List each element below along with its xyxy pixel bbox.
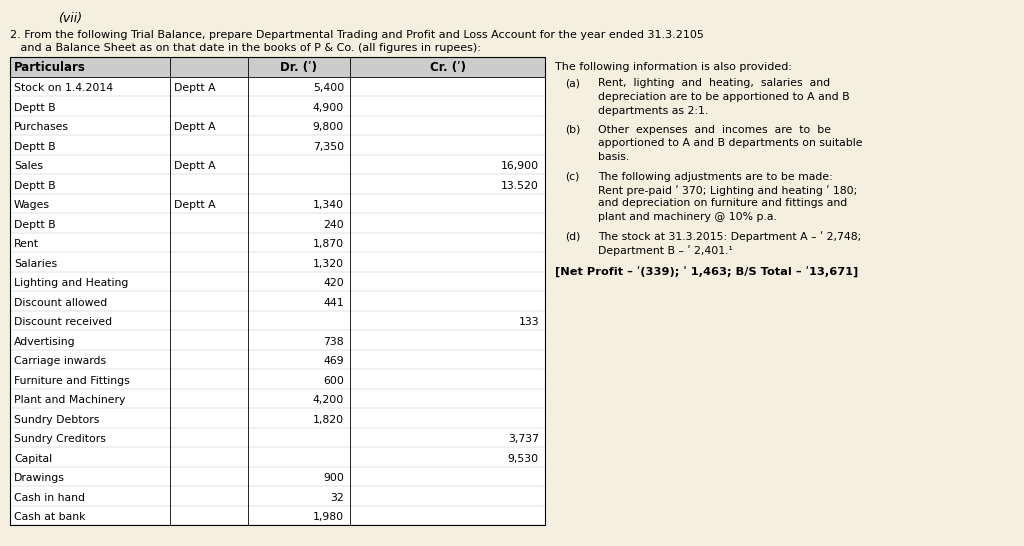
Text: The following information is also provided:: The following information is also provid… — [555, 62, 792, 72]
Text: and a Balance Sheet as on that date in the books of P & Co. (all figures in rupe: and a Balance Sheet as on that date in t… — [10, 43, 481, 53]
Text: The stock at 31.3.2015: Department A – ʹ 2,748;: The stock at 31.3.2015: Department A – ʹ… — [598, 232, 861, 242]
Text: Deptt A: Deptt A — [174, 161, 216, 171]
Bar — [10, 57, 545, 76]
Text: 1,870: 1,870 — [313, 239, 344, 249]
Text: Sundry Debtors: Sundry Debtors — [14, 415, 99, 425]
Text: Stock on 1.4.2014: Stock on 1.4.2014 — [14, 83, 113, 93]
Bar — [10, 57, 545, 525]
Text: 32: 32 — [331, 492, 344, 503]
Text: 16,900: 16,900 — [501, 161, 539, 171]
Text: (vii): (vii) — [58, 12, 82, 25]
Text: 133: 133 — [518, 317, 539, 327]
Text: Sales: Sales — [14, 161, 43, 171]
Text: 4,200: 4,200 — [312, 395, 344, 405]
Text: 2. From the following Trial Balance, prepare Departmental Trading and Profit and: 2. From the following Trial Balance, pre… — [10, 30, 703, 40]
Text: Capital: Capital — [14, 454, 52, 464]
Text: Cash in hand: Cash in hand — [14, 492, 85, 503]
Text: Wages: Wages — [14, 200, 50, 210]
Text: Deptt B: Deptt B — [14, 181, 55, 191]
Text: Rent pre-paid ʹ 370; Lighting and heating ʹ 180;: Rent pre-paid ʹ 370; Lighting and heatin… — [598, 185, 857, 196]
Text: 240: 240 — [324, 219, 344, 230]
Text: Cash at bank: Cash at bank — [14, 512, 85, 522]
Text: 1,340: 1,340 — [313, 200, 344, 210]
Bar — [10, 57, 545, 525]
Text: 738: 738 — [324, 337, 344, 347]
Text: and depreciation on furniture and fittings and: and depreciation on furniture and fittin… — [598, 199, 847, 209]
Text: Deptt A: Deptt A — [174, 122, 216, 132]
Text: Lighting and Heating: Lighting and Heating — [14, 278, 128, 288]
Text: departments as 2:1.: departments as 2:1. — [598, 105, 709, 116]
Text: 5,400: 5,400 — [312, 83, 344, 93]
Text: Drawings: Drawings — [14, 473, 65, 483]
Text: (d): (d) — [565, 232, 581, 241]
Text: Sundry Creditors: Sundry Creditors — [14, 434, 105, 444]
Text: 1,820: 1,820 — [313, 415, 344, 425]
Text: 7,350: 7,350 — [313, 142, 344, 152]
Text: (a): (a) — [565, 79, 580, 88]
Text: Particulars: Particulars — [14, 61, 86, 74]
Text: Furniture and Fittings: Furniture and Fittings — [14, 376, 130, 385]
Text: 900: 900 — [324, 473, 344, 483]
Text: Rent,  lighting  and  heating,  salaries  and: Rent, lighting and heating, salaries and — [598, 79, 830, 88]
Text: apportioned to A and B departments on suitable: apportioned to A and B departments on su… — [598, 139, 862, 149]
Text: Deptt B: Deptt B — [14, 142, 55, 152]
Text: Discount allowed: Discount allowed — [14, 298, 108, 308]
Text: Department B – ʹ 2,401.¹: Department B – ʹ 2,401.¹ — [598, 245, 733, 256]
Text: Purchases: Purchases — [14, 122, 69, 132]
Text: Rent: Rent — [14, 239, 39, 249]
Text: 420: 420 — [324, 278, 344, 288]
Text: depreciation are to be apportioned to A and B: depreciation are to be apportioned to A … — [598, 92, 850, 102]
Text: 4,900: 4,900 — [312, 103, 344, 112]
Text: 9,530: 9,530 — [508, 454, 539, 464]
Text: 600: 600 — [324, 376, 344, 385]
Text: 441: 441 — [324, 298, 344, 308]
Text: Other  expenses  and  incomes  are  to  be: Other expenses and incomes are to be — [598, 125, 831, 135]
Text: Cr. (ʹ): Cr. (ʹ) — [429, 61, 466, 74]
Text: Salaries: Salaries — [14, 259, 57, 269]
Text: 9,800: 9,800 — [312, 122, 344, 132]
Text: (b): (b) — [565, 125, 581, 135]
Text: 1,980: 1,980 — [313, 512, 344, 522]
Text: 469: 469 — [324, 356, 344, 366]
Text: Discount received: Discount received — [14, 317, 112, 327]
Text: (c): (c) — [565, 171, 580, 181]
Text: Deptt A: Deptt A — [174, 200, 216, 210]
Text: Carriage inwards: Carriage inwards — [14, 356, 106, 366]
Text: [Net Profit – ʹ(339); ʹ 1,463; B/S Total – ʹ13,671]: [Net Profit – ʹ(339); ʹ 1,463; B/S Total… — [555, 266, 858, 277]
Text: Deptt B: Deptt B — [14, 103, 55, 112]
Text: Advertising: Advertising — [14, 337, 76, 347]
Text: Plant and Machinery: Plant and Machinery — [14, 395, 125, 405]
Text: 1,320: 1,320 — [313, 259, 344, 269]
Text: plant and machinery @ 10% p.a.: plant and machinery @ 10% p.a. — [598, 212, 777, 222]
Text: 3,737: 3,737 — [508, 434, 539, 444]
Text: 13.520: 13.520 — [501, 181, 539, 191]
Text: basis.: basis. — [598, 152, 630, 162]
Text: The following adjustments are to be made:: The following adjustments are to be made… — [598, 171, 833, 181]
Text: Deptt A: Deptt A — [174, 83, 216, 93]
Text: Deptt B: Deptt B — [14, 219, 55, 230]
Text: Dr. (ʹ): Dr. (ʹ) — [281, 61, 317, 74]
